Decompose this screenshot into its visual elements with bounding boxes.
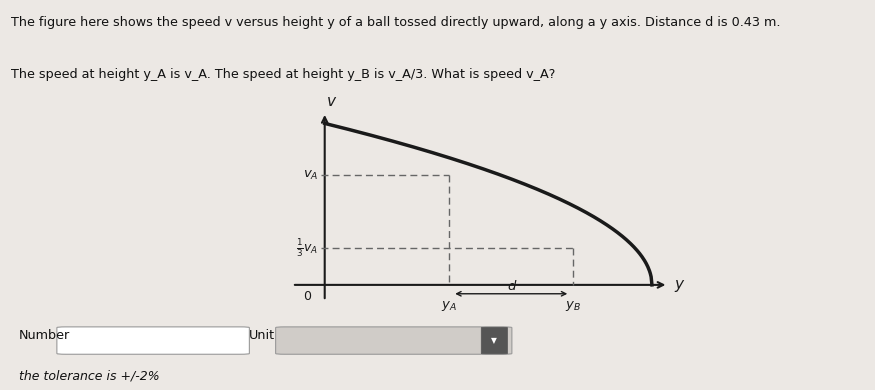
Text: ▼: ▼ xyxy=(492,336,497,345)
Text: 0: 0 xyxy=(303,290,311,303)
FancyBboxPatch shape xyxy=(57,327,249,354)
Text: Number: Number xyxy=(19,329,71,342)
Text: y: y xyxy=(675,277,684,292)
Text: $y_B$: $y_B$ xyxy=(565,300,581,314)
Text: Unit: Unit xyxy=(249,329,276,342)
FancyBboxPatch shape xyxy=(276,327,512,354)
Text: d: d xyxy=(507,280,515,293)
Text: $v_A$: $v_A$ xyxy=(303,168,318,182)
Text: The speed at height y_A is v_A. The speed at height y_B is v_A/3. What is speed : The speed at height y_A is v_A. The spee… xyxy=(11,68,556,81)
Text: $\frac{1}{3}v_A$: $\frac{1}{3}v_A$ xyxy=(297,237,318,259)
Text: v: v xyxy=(326,94,336,109)
Text: the tolerance is +/-2%: the tolerance is +/-2% xyxy=(19,370,160,383)
FancyBboxPatch shape xyxy=(481,327,508,354)
Text: The figure here shows the speed v versus height y of a ball tossed directly upwa: The figure here shows the speed v versus… xyxy=(11,16,780,29)
Text: $y_A$: $y_A$ xyxy=(441,300,457,314)
